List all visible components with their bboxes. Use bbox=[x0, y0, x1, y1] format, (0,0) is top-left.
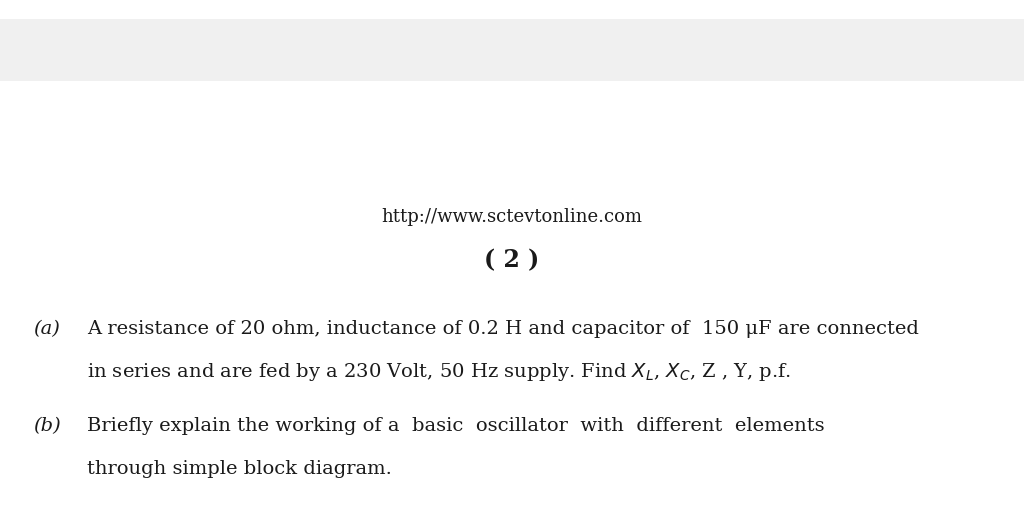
Text: through simple block diagram.: through simple block diagram. bbox=[87, 459, 392, 477]
Text: in series and are fed by a 230 Volt, 50 Hz supply. Find $X_L$, $X_C$, Z , Y, p.f: in series and are fed by a 230 Volt, 50 … bbox=[87, 360, 792, 383]
Text: Briefly explain the working of a  basic  oscillator  with  different  elements: Briefly explain the working of a basic o… bbox=[87, 416, 824, 434]
Text: http://www.sctevtonline.com: http://www.sctevtonline.com bbox=[382, 207, 642, 225]
Text: A resistance of 20 ohm, inductance of 0.2 H and capacitor of  150 μF are connect: A resistance of 20 ohm, inductance of 0.… bbox=[87, 319, 919, 337]
Text: (a): (a) bbox=[33, 319, 59, 337]
Text: (b): (b) bbox=[33, 416, 60, 434]
Text: ( 2 ): ( 2 ) bbox=[484, 247, 540, 272]
Bar bbox=[0, 20, 1024, 81]
